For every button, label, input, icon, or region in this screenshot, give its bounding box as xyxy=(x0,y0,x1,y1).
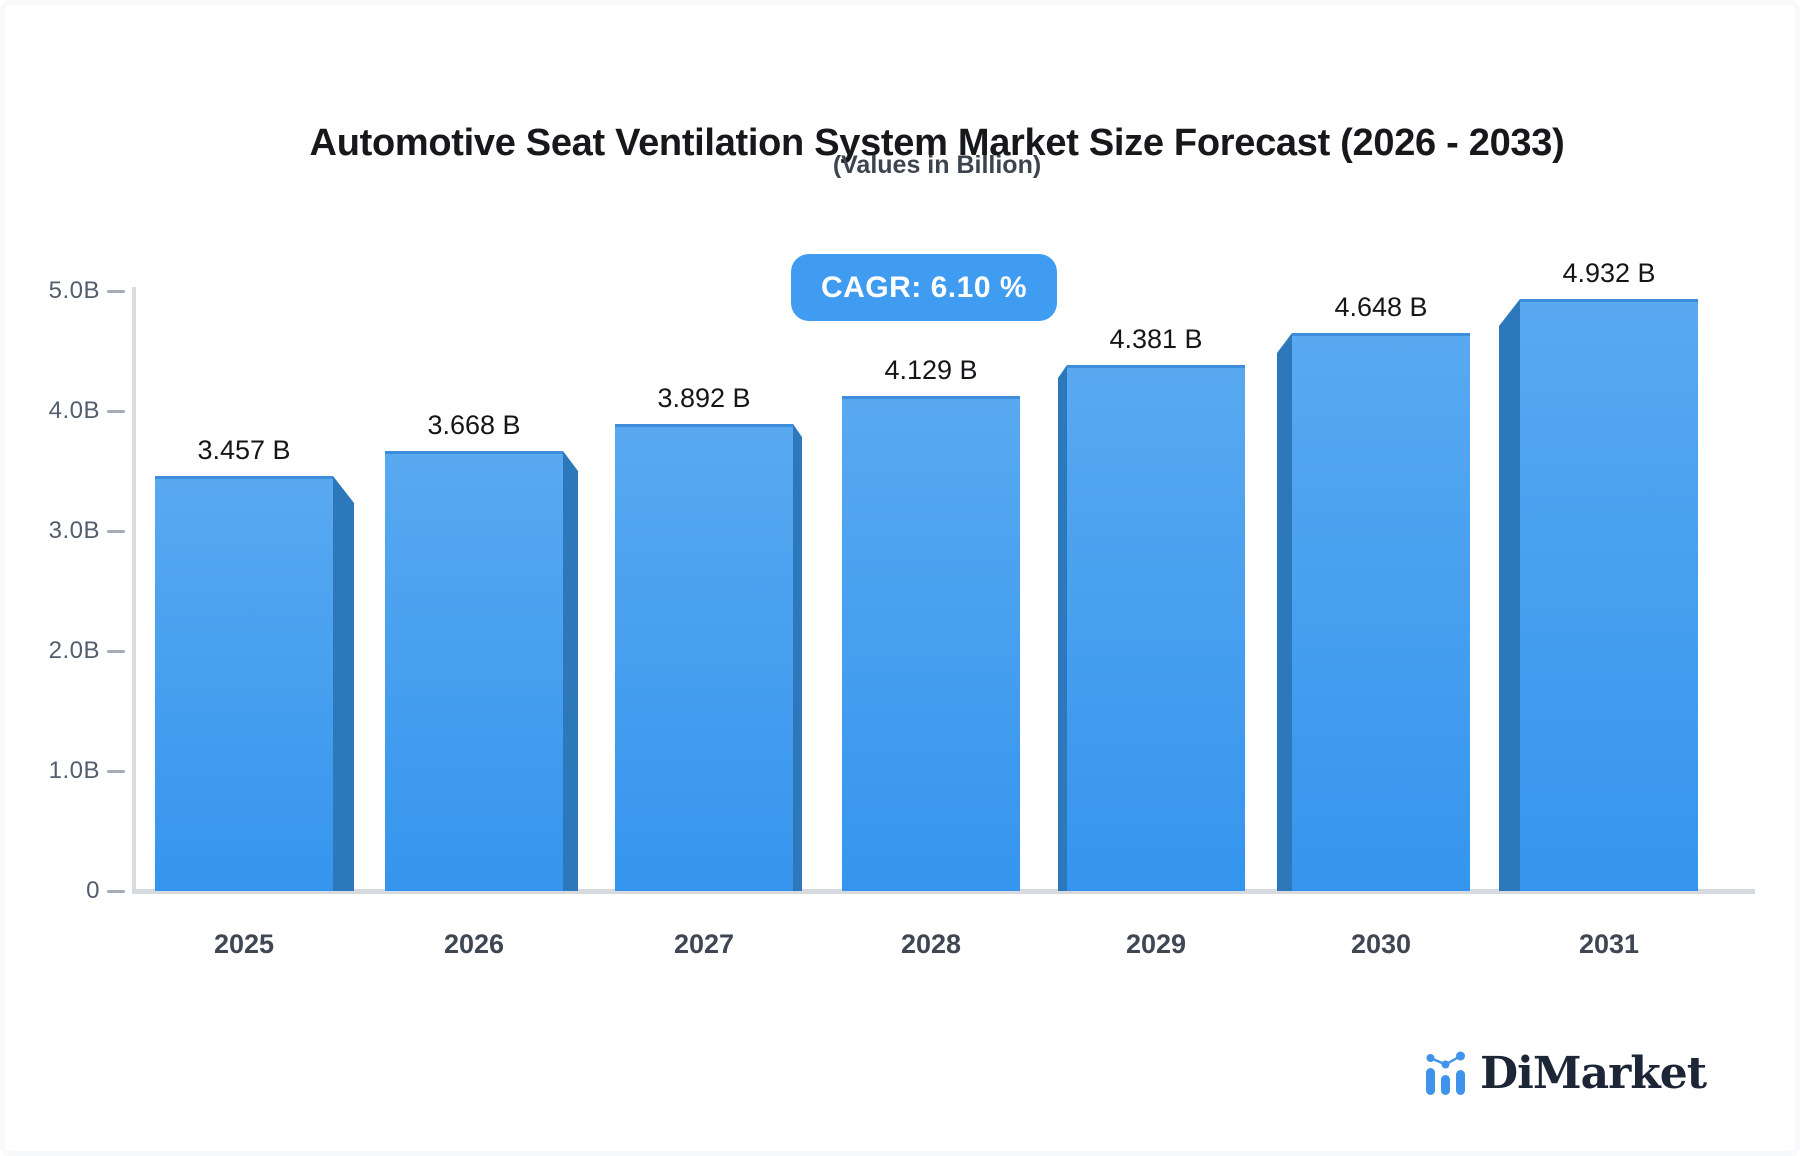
x-axis-label-2026: 2026 xyxy=(443,929,505,959)
x-axis-label-2027: 2027 xyxy=(673,929,735,959)
bar-2027 xyxy=(615,424,793,891)
y-axis-tick-mark xyxy=(107,410,125,413)
bar-value-label-2025: 3.457 B xyxy=(197,435,291,465)
brand-name: DiMarket xyxy=(1480,1047,1707,1099)
bar-side-2027 xyxy=(793,424,802,891)
bar-2029 xyxy=(1067,365,1245,891)
y-axis-tick-mark xyxy=(107,530,125,533)
bar-side-2025 xyxy=(333,476,354,891)
x-axis-label-2025: 2025 xyxy=(213,929,275,959)
cagr-badge-label: CAGR: 6.10 % xyxy=(820,270,1028,304)
bar-value-label-2031: 4.932 B xyxy=(1562,258,1656,288)
y-axis-tick-label: 5.0B xyxy=(48,277,100,304)
x-axis-label-2031: 2031 xyxy=(1578,929,1640,959)
x-axis-label-2028: 2028 xyxy=(900,929,962,959)
bar-value-label-2030: 4.648 B xyxy=(1334,292,1428,322)
y-axis-tick-mark xyxy=(107,650,125,653)
bar-side-2030 xyxy=(1277,333,1292,891)
chart-subtitle: (Values in Billion) xyxy=(832,151,1042,179)
bar-value-label-2029: 4.381 B xyxy=(1109,324,1203,354)
bar-2026 xyxy=(385,451,563,891)
x-axis-line xyxy=(132,889,1755,894)
brand-logo: DiMarket xyxy=(1425,1045,1707,1101)
y-axis-tick-label: 4.0B xyxy=(48,397,100,424)
mini-bar-chart-icon xyxy=(1426,1051,1465,1095)
x-axis-label-2029: 2029 xyxy=(1125,929,1187,959)
y-axis-tick-mark xyxy=(107,890,125,893)
bar-2030 xyxy=(1292,333,1470,891)
bar-2031 xyxy=(1520,299,1698,891)
y-axis-tick-mark xyxy=(107,770,125,773)
y-axis-line xyxy=(132,287,136,891)
bar-2028 xyxy=(842,396,1020,891)
bar-2025 xyxy=(155,476,333,891)
bar-side-2029 xyxy=(1058,365,1067,891)
x-axis-label-2030: 2030 xyxy=(1350,929,1412,959)
bar-side-2026 xyxy=(563,451,578,891)
bar-value-label-2026: 3.668 B xyxy=(427,410,521,440)
y-axis-tick-label: 0 xyxy=(86,877,100,904)
y-axis-tick-mark xyxy=(107,290,125,293)
bar-side-2031 xyxy=(1499,299,1520,891)
y-axis-tick-label: 1.0B xyxy=(48,757,100,784)
cagr-badge: CAGR: 6.10 % xyxy=(791,254,1057,321)
bar-value-label-2028: 4.129 B xyxy=(884,355,978,385)
bar-value-label-2027: 3.892 B xyxy=(657,383,751,413)
chart-title: Automotive Seat Ventilation System Marke… xyxy=(309,122,1565,165)
y-axis-tick-label: 2.0B xyxy=(48,637,100,664)
y-axis-tick-label: 3.0B xyxy=(48,517,100,544)
